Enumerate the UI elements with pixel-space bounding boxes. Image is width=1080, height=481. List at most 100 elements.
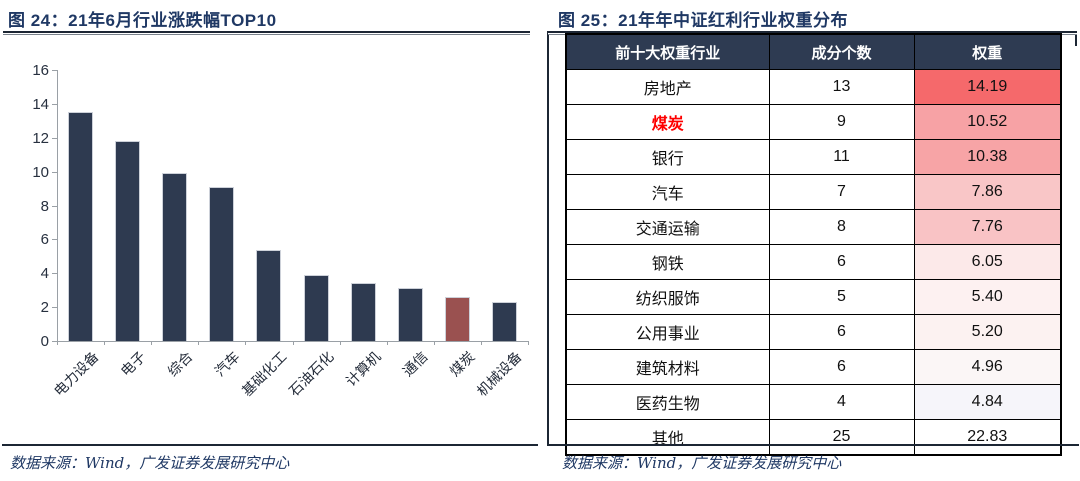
x-axis-label: 石油石化 [285, 348, 337, 400]
weight-cell: 7.86 [913, 174, 1062, 210]
figure-24-source: 数据来源：Wind，广发证券发展研究中心 [10, 454, 290, 472]
x-tick-mark [151, 341, 153, 345]
bar-基础化工 [256, 249, 282, 341]
y-tick-mark [52, 205, 57, 207]
bar-机械设备 [491, 302, 517, 341]
table-row: 银行 11 10.38 [565, 139, 1062, 175]
x-tick-mark [433, 341, 435, 345]
column-header-weight: 权重 [913, 33, 1062, 70]
bar-石油石化 [303, 274, 329, 341]
weight-cell: 6.05 [913, 244, 1062, 280]
industry-cell: 纺织服饰 [565, 279, 770, 315]
right-edge-tick-line [1075, 31, 1077, 46]
x-axis-label: 机械设备 [474, 348, 526, 400]
x-axis-label: 基础化工 [238, 348, 290, 400]
column-header-count: 成分个数 [768, 33, 915, 70]
y-axis-tick-label: 0 [40, 333, 49, 350]
figure-24-title-rule [3, 31, 530, 35]
count-cell: 13 [768, 69, 915, 105]
table-row: 其他 25 22.83 [565, 419, 1062, 456]
bar-计算机 [350, 283, 376, 341]
industry-cell: 钢铁 [565, 244, 770, 280]
y-tick-mark [52, 70, 57, 71]
bar-电子 [115, 141, 141, 341]
y-tick-mark [52, 171, 57, 173]
figure-25-footer-rule [547, 444, 1079, 446]
figure-24-title: 图 24：21年6月行业涨跌幅TOP10 [8, 11, 277, 30]
weight-cell: 5.40 [913, 279, 1062, 315]
table-row: 纺织服饰 5 5.40 [565, 279, 1062, 315]
industry-cell: 建筑材料 [565, 349, 770, 385]
bar-综合 [162, 173, 188, 341]
x-tick-mark [104, 341, 106, 345]
x-tick-mark [198, 341, 200, 345]
table-row: 公用事业 6 5.20 [565, 314, 1062, 350]
count-cell: 6 [768, 314, 915, 350]
count-cell: 9 [768, 104, 915, 140]
figure-25-panel: 图 25：21年年中证红利行业权重分布 前十大权重行业 成分个数 权重 房地产 1… [540, 0, 1080, 481]
x-axis-label: 电力设备 [50, 348, 102, 400]
y-axis-tick-label: 4 [40, 265, 49, 283]
x-tick-mark [339, 341, 341, 345]
x-tick-mark [386, 341, 388, 345]
bar-煤炭 [444, 296, 470, 341]
industry-cell: 医药生物 [565, 384, 770, 420]
y-axis-tick-label: 2 [40, 299, 49, 317]
weight-cell: 22.83 [913, 419, 1062, 456]
y-tick-mark [52, 341, 57, 342]
weight-cell: 10.38 [913, 139, 1062, 175]
y-axis-line [57, 70, 58, 342]
y-axis-tick-label: 12 [32, 129, 49, 147]
count-cell: 4 [768, 384, 915, 420]
y-axis-tick-label: 14 [32, 95, 49, 113]
y-tick-mark [52, 273, 57, 275]
figure-24-panel: 图 24：21年6月行业涨跌幅TOP10 0 2 4 6 8 10 12 14 16 电力设备 电子… [0, 0, 540, 472]
column-header-industry: 前十大权重行业 [565, 33, 770, 70]
x-axis-label: 综合 [164, 348, 196, 380]
count-cell: 11 [768, 139, 915, 175]
x-axis-label: 计算机 [342, 348, 384, 390]
count-cell: 25 [768, 419, 915, 456]
table-row: 汽车 7 7.86 [565, 174, 1062, 210]
bar-通信 [397, 288, 423, 341]
column-divider-line [547, 31, 549, 446]
count-cell: 6 [768, 349, 915, 385]
figure-25-title: 图 25：21年年中证红利行业权重分布 [558, 11, 849, 30]
weight-cell: 14.19 [913, 69, 1062, 105]
figure-24-footer-rule [2, 444, 538, 446]
industry-cell: 其他 [565, 419, 770, 456]
y-tick-mark [52, 239, 57, 241]
weight-cell: 5.20 [913, 314, 1062, 350]
count-cell: 6 [768, 244, 915, 280]
industry-change-bar-chart: 0 2 4 6 8 10 12 14 16 电力设备 电子 综合 汽车 基础化工 石油石化 计算机 通信 煤炭 机械… [0, 0, 540, 450]
x-axis-label: 煤炭 [446, 348, 478, 380]
x-axis-label: 通信 [399, 348, 431, 380]
industry-cell: 房地产 [565, 69, 770, 105]
count-cell: 7 [768, 174, 915, 210]
weights-table-header-row: 前十大权重行业 成分个数 权重 [565, 33, 1062, 70]
y-axis-tick-label: 8 [40, 197, 49, 215]
bar-汽车 [209, 186, 235, 341]
count-cell: 5 [768, 279, 915, 315]
industry-cell: 银行 [565, 139, 770, 175]
table-row: 医药生物 4 4.84 [565, 384, 1062, 420]
y-tick-mark [52, 307, 57, 309]
industry-cell: 交通运输 [565, 209, 770, 245]
figure-25-source: 数据来源：Wind，广发证券发展研究中心 [562, 454, 842, 472]
bar-电力设备 [68, 112, 94, 341]
industry-cell: 煤炭 [565, 104, 770, 140]
table-row: 煤炭 9 10.52 [565, 104, 1062, 140]
weight-cell: 7.76 [913, 209, 1062, 245]
weights-table: 前十大权重行业 成分个数 权重 房地产 13 14.19 煤炭 9 10.52 银行 11 10… [565, 33, 1062, 456]
table-row: 交通运输 8 7.76 [565, 209, 1062, 245]
x-tick-mark [480, 341, 482, 345]
weight-cell: 10.52 [913, 104, 1062, 140]
y-tick-mark [52, 137, 57, 139]
weight-cell: 4.84 [913, 384, 1062, 420]
x-tick-mark [57, 341, 58, 345]
y-tick-mark [52, 103, 57, 105]
y-axis-tick-label: 6 [40, 231, 49, 249]
x-axis-label: 汽车 [211, 348, 243, 380]
table-row: 钢铁 6 6.05 [565, 244, 1062, 280]
